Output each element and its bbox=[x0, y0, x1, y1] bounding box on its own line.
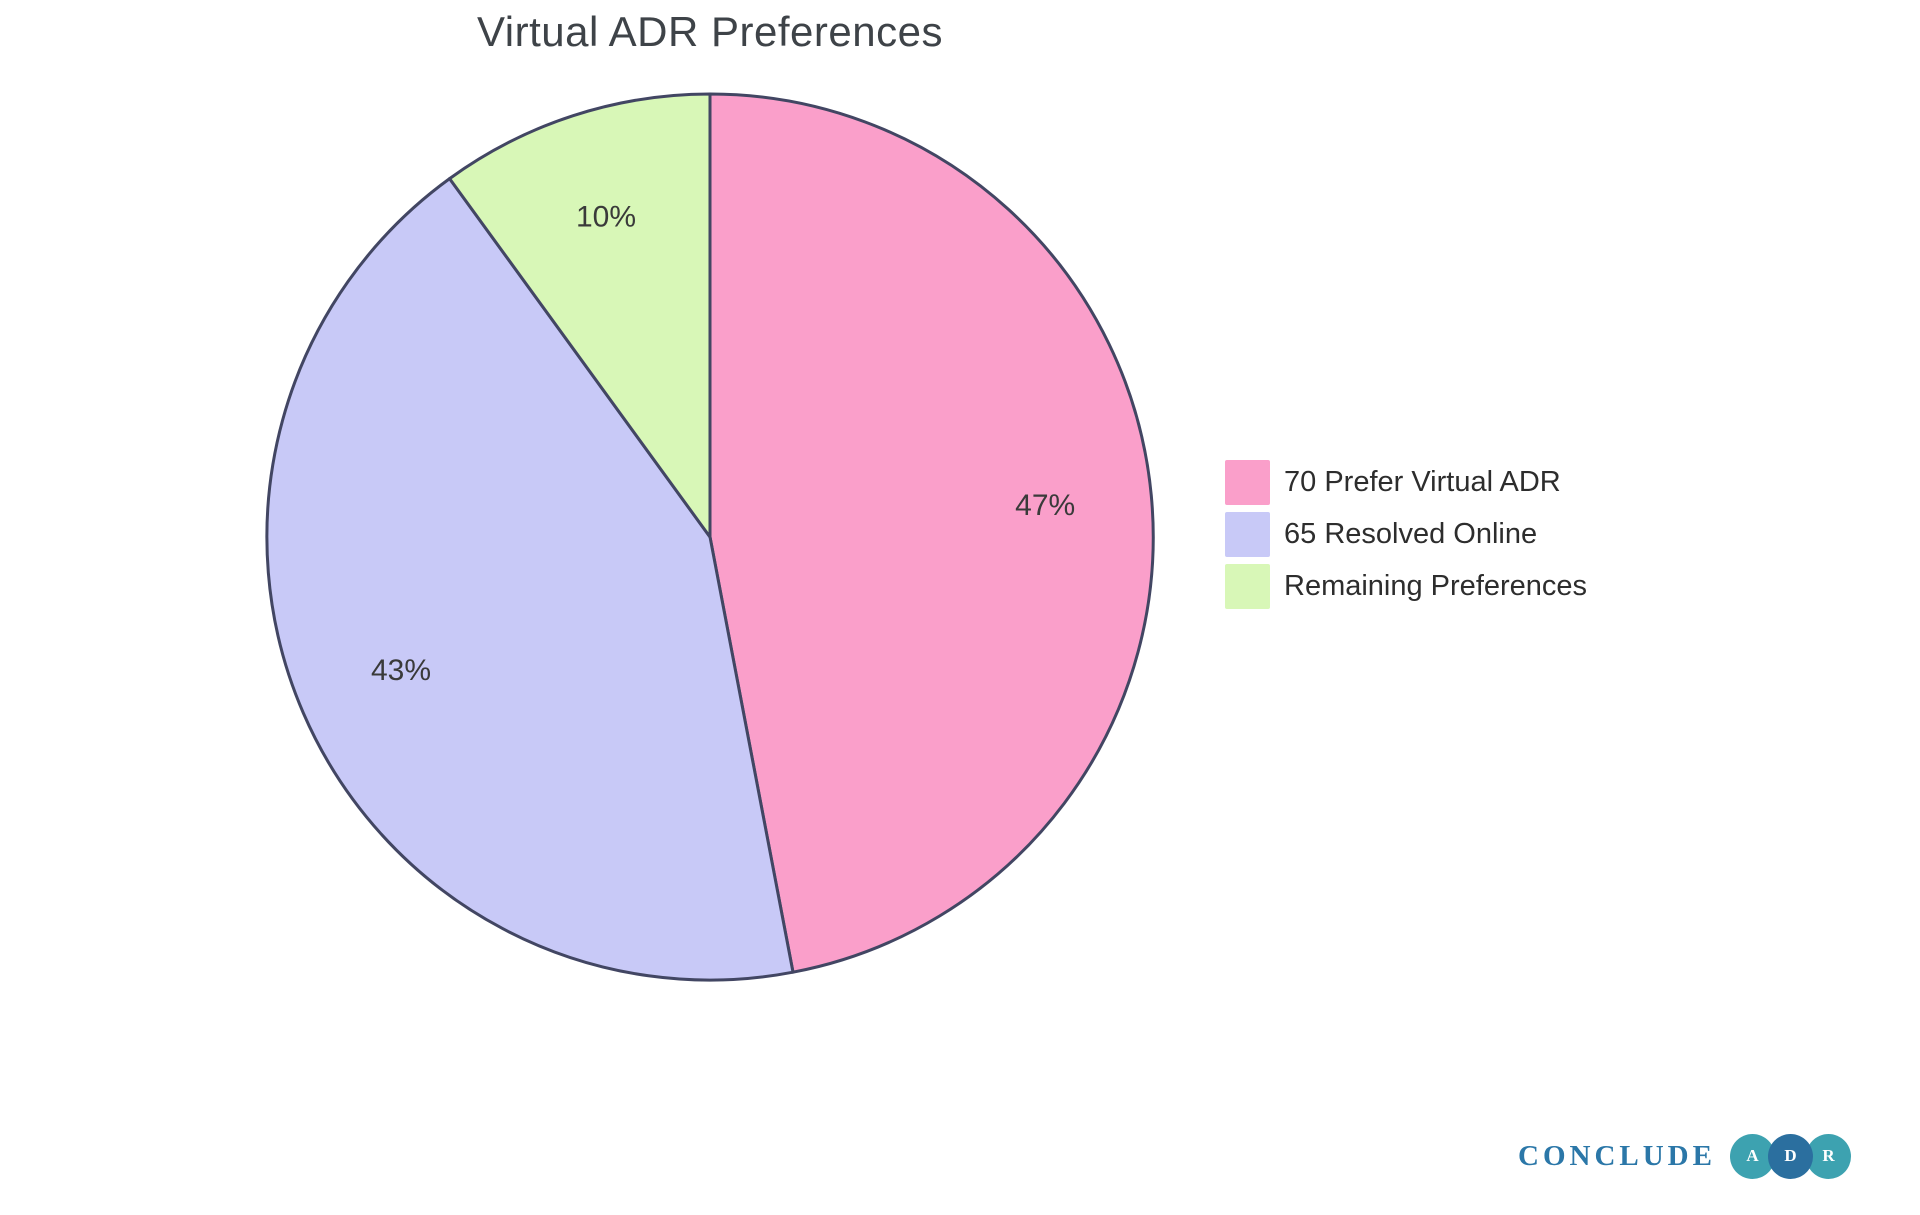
legend: 70 Prefer Virtual ADR 65 Resolved Online R… bbox=[1225, 460, 1587, 616]
logo-badge-a: A bbox=[1729, 1133, 1775, 1179]
logo-badge-r: R bbox=[1805, 1133, 1851, 1179]
logo-badge-d: D bbox=[1767, 1133, 1813, 1179]
legend-label-2: Remaining Preferences bbox=[1284, 570, 1588, 602]
pie-value-label-1: 43% bbox=[371, 654, 431, 687]
pie-slice-0[interactable] bbox=[708, 92, 1155, 974]
legend-swatch-1 bbox=[1225, 512, 1270, 557]
legend-label-0: 70 Prefer Virtual ADR bbox=[1284, 466, 1561, 498]
legend-swatch-0 bbox=[1225, 460, 1270, 505]
legend-swatch-2 bbox=[1225, 564, 1270, 609]
pie-value-label-2: 10% bbox=[576, 200, 636, 233]
brand-wordmark: CONCLUDE bbox=[1518, 1140, 1716, 1172]
chart-title: Virtual ADR Preferences bbox=[477, 8, 943, 55]
legend-label-1: 65 Resolved Online bbox=[1284, 518, 1538, 550]
pie-slice-2[interactable] bbox=[448, 92, 712, 539]
pie-value-label-0: 47% bbox=[1015, 489, 1075, 522]
legend-item-1[interactable]: 65 Resolved Online bbox=[1225, 512, 1587, 557]
legend-item-2[interactable]: Remaining Preferences bbox=[1225, 564, 1587, 609]
pie-slice-1[interactable] bbox=[265, 177, 795, 982]
legend-item-0[interactable]: 70 Prefer Virtual ADR bbox=[1225, 460, 1587, 505]
